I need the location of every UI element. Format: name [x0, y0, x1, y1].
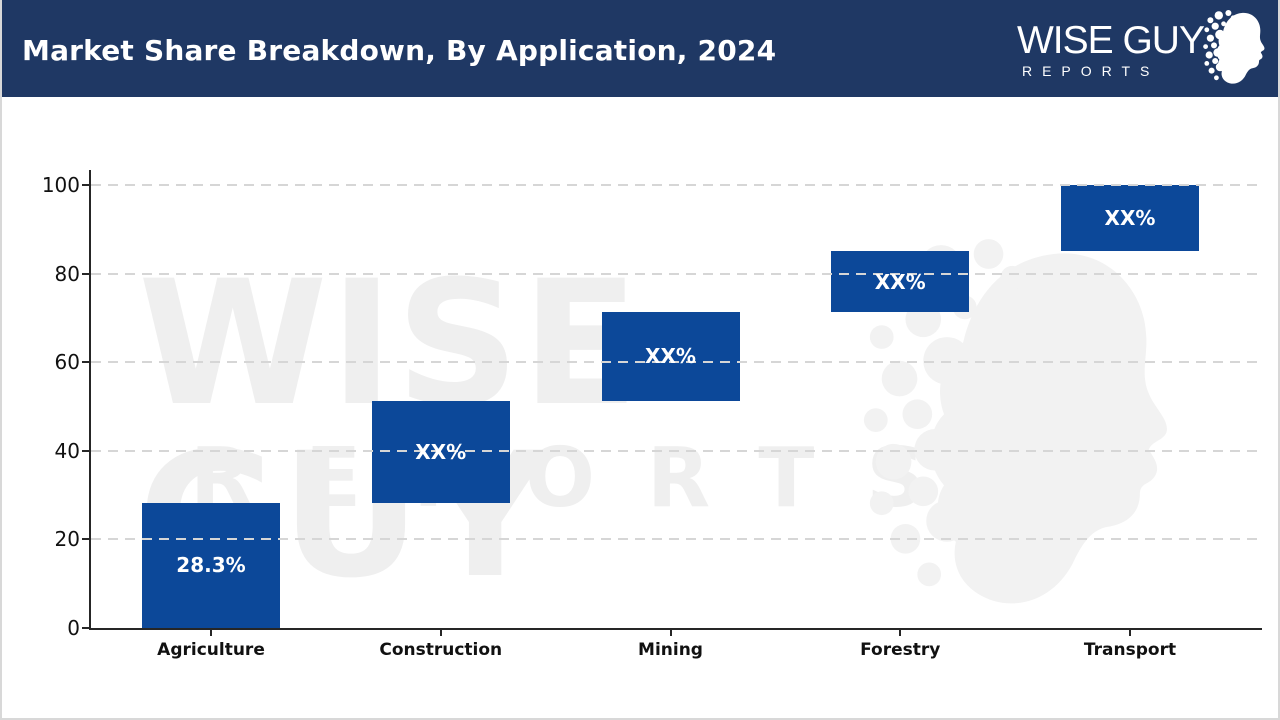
bar-mining	[601, 311, 740, 402]
y-tick	[82, 272, 90, 275]
x-tick-label: Mining	[638, 640, 703, 660]
bar-construction	[371, 401, 510, 503]
y-tick	[82, 184, 90, 186]
y-axis-spine	[89, 170, 91, 630]
bar-value-label: XX%	[874, 269, 926, 294]
y-tick-label: 80	[54, 261, 80, 286]
gridline	[91, 449, 1262, 452]
y-tick-label: 100	[41, 173, 80, 197]
x-tick-label: Transport	[1083, 640, 1177, 660]
x-tick-label: Construction	[379, 640, 503, 660]
gridline	[91, 361, 1262, 364]
wise-guy-logo: WISE GUY REPORTS	[1017, 4, 1274, 94]
x-tick-label: Agriculture	[157, 640, 265, 660]
bar-value-label: XX%	[1104, 206, 1156, 231]
header-bar: Market Share Breakdown, By Application, …	[0, 0, 1280, 97]
logo-text: WISE GUY REPORTS	[1016, 18, 1205, 79]
y-tick	[82, 361, 90, 364]
y-tick-label: 40	[54, 438, 80, 463]
logo-subtitle: REPORTS	[1021, 62, 1160, 79]
bar-value-label: 28.3%	[176, 553, 246, 578]
x-tick	[210, 628, 212, 636]
x-tick	[1129, 628, 1131, 636]
gridline	[91, 272, 1262, 275]
y-tick-label: 0	[67, 616, 80, 640]
face-profile-icon	[1203, 10, 1265, 84]
logo-wordmark: WISE GUY	[1016, 18, 1205, 62]
y-tick	[82, 538, 90, 541]
page-title: Market Share Breakdown, By Application, …	[22, 34, 777, 67]
bar-agriculture	[142, 502, 280, 628]
bar-forestry	[831, 251, 970, 312]
bar-transport	[1061, 185, 1199, 252]
gridline	[91, 538, 1262, 541]
y-tick-label: 20	[54, 527, 80, 552]
x-tick	[899, 628, 902, 636]
x-tick-label: Forestry	[860, 640, 941, 660]
x-tick	[439, 628, 442, 636]
watermark-face-icon	[863, 239, 1167, 604]
y-tick	[82, 627, 90, 629]
x-axis-spine	[89, 628, 1262, 630]
gridline	[91, 184, 1262, 186]
y-tick-label: 60	[54, 350, 80, 375]
x-tick	[669, 628, 672, 636]
bar-value-label: XX%	[645, 344, 696, 369]
bar-value-label: XX%	[415, 439, 467, 464]
y-tick	[82, 449, 90, 452]
